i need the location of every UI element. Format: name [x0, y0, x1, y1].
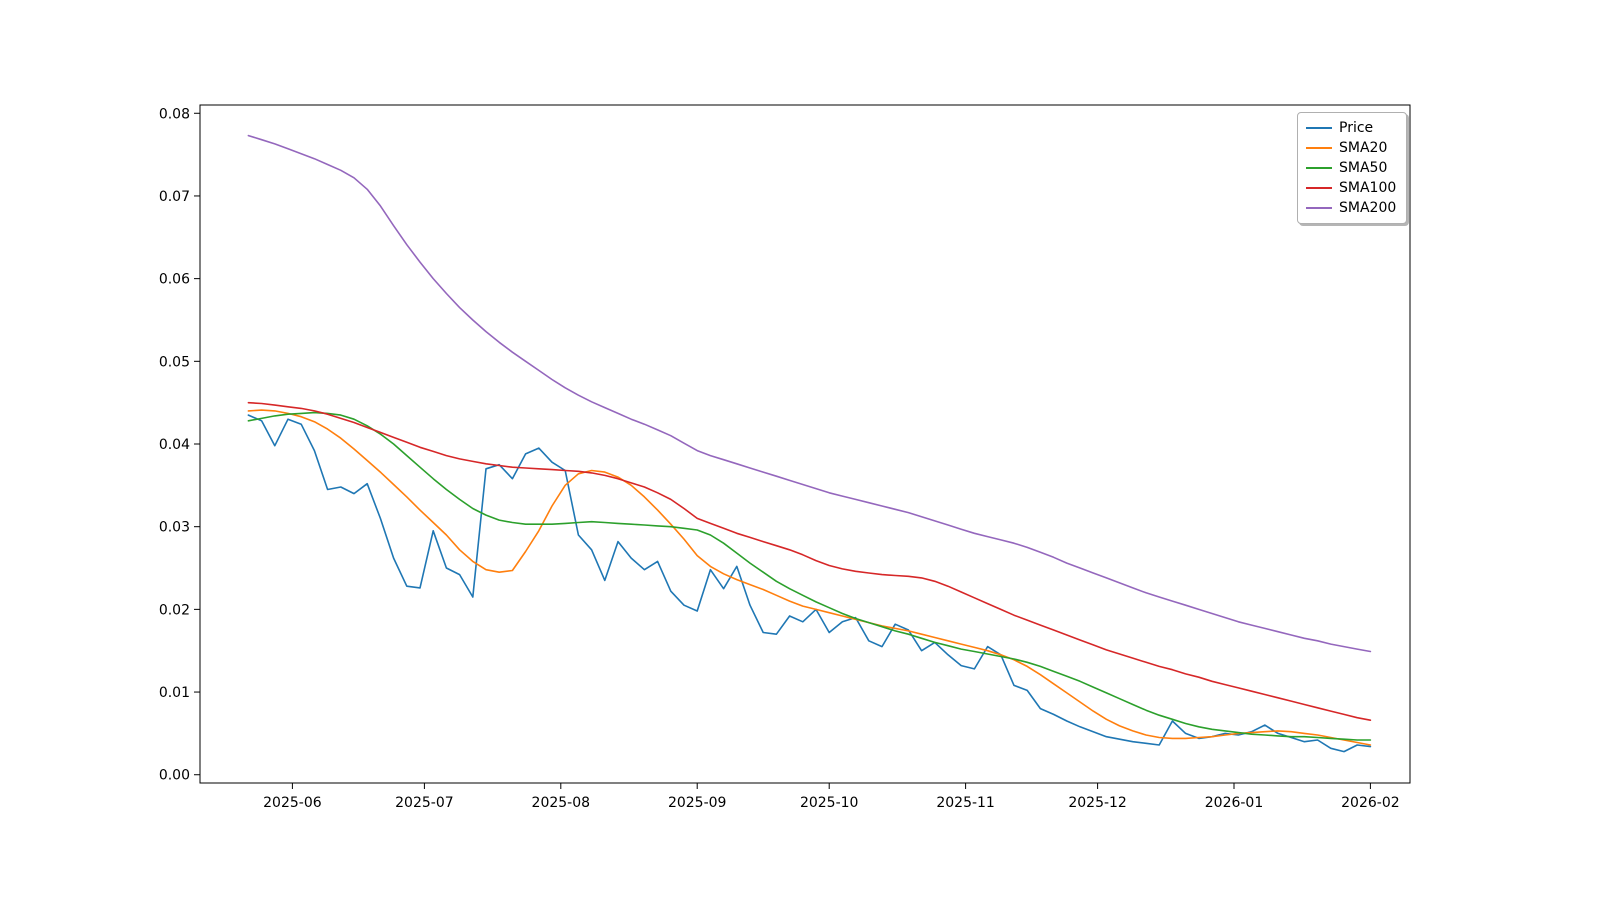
y-axis-tick-label: 0.06 — [159, 272, 190, 288]
x-axis-tick-label: 2025-12 — [1068, 795, 1127, 811]
series-line-sma50 — [247, 411, 1372, 741]
y-axis-tick-label: 0.07 — [159, 189, 190, 205]
y-axis-tick-label: 0.03 — [159, 520, 190, 536]
legend-line-sample — [1306, 207, 1332, 209]
x-axis-tick-label: 2026-01 — [1205, 795, 1264, 811]
x-axis-tick-label: 2025-08 — [532, 795, 591, 811]
x-axis-tick-label: 2026-02 — [1341, 795, 1400, 811]
legend-item-sma20: SMA20 — [1306, 138, 1396, 158]
legend-line-sample — [1306, 127, 1332, 129]
legend-line-sample — [1306, 167, 1332, 169]
y-axis-tick-label: 0.01 — [159, 685, 190, 701]
legend-line-sample — [1306, 187, 1332, 189]
legend: Price SMA20 SMA50 SMA100 SMA200 — [1297, 112, 1408, 224]
series-line-sma20 — [247, 409, 1372, 746]
x-axis-tick-label: 2025-06 — [263, 795, 322, 811]
y-axis-tick-label: 0.05 — [159, 354, 190, 370]
legend-item-sma50: SMA50 — [1306, 158, 1396, 178]
legend-label: SMA100 — [1339, 180, 1397, 196]
y-axis-tick-label: 0.08 — [159, 106, 190, 122]
series-line-sma200 — [247, 134, 1372, 653]
series-line-price — [247, 414, 1372, 753]
x-axis-tick-label: 2025-09 — [668, 795, 727, 811]
legend-line-sample — [1306, 147, 1332, 149]
y-axis-tick-label: 0.02 — [159, 602, 190, 618]
legend-label: SMA20 — [1339, 140, 1388, 156]
legend-item-price: Price — [1306, 118, 1396, 138]
legend-label: SMA50 — [1339, 160, 1388, 176]
y-axis-tick-label: 0.00 — [159, 768, 190, 784]
series-line-sma100 — [247, 401, 1372, 722]
x-axis-tick-label: 2025-07 — [395, 795, 454, 811]
x-axis-tick-label: 2025-10 — [800, 795, 859, 811]
legend-label: Price — [1339, 120, 1374, 136]
y-axis-tick-label: 0.04 — [159, 437, 190, 453]
legend-label: SMA200 — [1339, 200, 1397, 216]
x-axis-tick-label: 2025-11 — [936, 795, 995, 811]
legend-item-sma200: SMA200 — [1306, 198, 1396, 218]
legend-item-sma100: SMA100 — [1306, 178, 1396, 198]
